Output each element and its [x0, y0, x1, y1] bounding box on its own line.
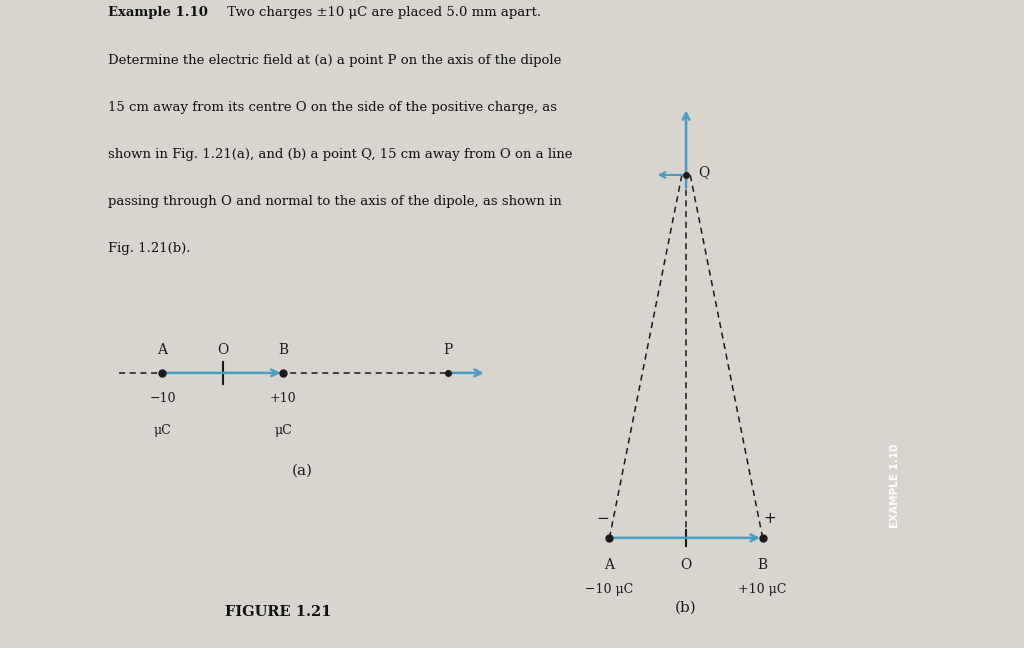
Text: 15 cm away from its centre O on the side of the positive charge, as: 15 cm away from its centre O on the side… [108, 100, 556, 113]
Text: +10 μC: +10 μC [738, 583, 786, 596]
Text: (a): (a) [292, 463, 313, 478]
Text: Determine the electric field at (a) a point P on the axis of the dipole: Determine the electric field at (a) a po… [108, 54, 561, 67]
Text: −10 μC: −10 μC [586, 583, 634, 596]
Text: Q: Q [698, 165, 710, 179]
Text: FIGURE 1.21: FIGURE 1.21 [225, 605, 332, 619]
Text: B: B [758, 557, 768, 572]
Text: O: O [217, 343, 228, 357]
Text: shown in Fig. 1.21(a), and (b) a point Q, 15 cm away from O on a line: shown in Fig. 1.21(a), and (b) a point Q… [108, 148, 572, 161]
Text: Two charges ±10 μC are placed 5.0 mm apart.: Two charges ±10 μC are placed 5.0 mm apa… [223, 6, 542, 19]
Text: A: A [604, 557, 614, 572]
Text: O: O [681, 557, 691, 572]
Text: μC: μC [154, 424, 171, 437]
Text: EXAMPLE 1.10: EXAMPLE 1.10 [890, 444, 900, 528]
Text: B: B [279, 343, 289, 357]
Text: +: + [763, 511, 776, 526]
Text: μC: μC [274, 424, 292, 437]
Text: P: P [443, 343, 453, 357]
Text: +10: +10 [270, 392, 297, 405]
Text: (b): (b) [675, 601, 697, 615]
Text: Fig. 1.21(b).: Fig. 1.21(b). [108, 242, 190, 255]
Text: passing through O and normal to the axis of the dipole, as shown in: passing through O and normal to the axis… [108, 194, 561, 207]
Text: A: A [158, 343, 168, 357]
Text: −: − [596, 511, 609, 526]
Text: −10: −10 [150, 392, 176, 405]
Text: Example 1.10: Example 1.10 [108, 6, 208, 19]
